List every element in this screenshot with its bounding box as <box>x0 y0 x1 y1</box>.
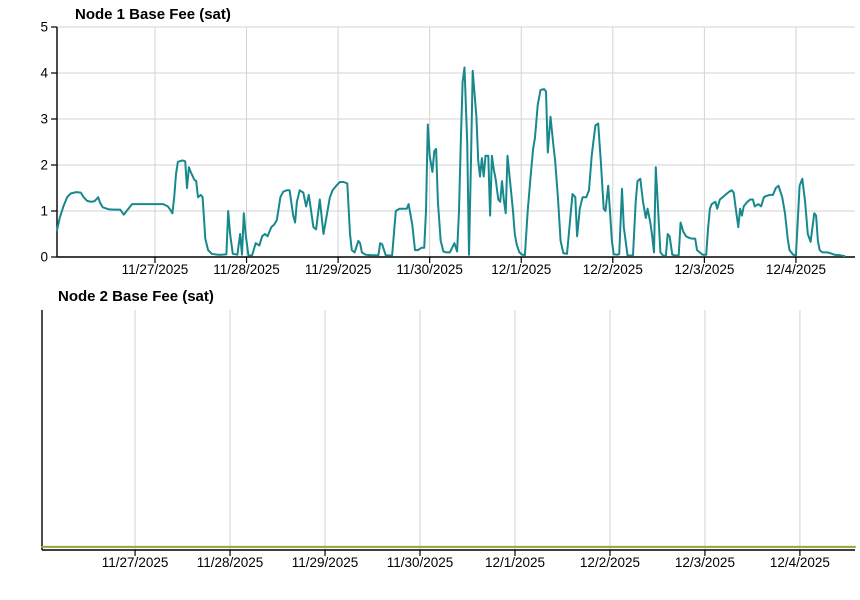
node2-chart: Node 2 Base Fee (sat) 11/27/2025 11/28/20… <box>0 285 860 600</box>
node1-chart: Node 1 Base Fee (sat) 0 1 2 3 4 5 11/27/2025 11… <box>0 0 860 285</box>
x-tick-label: 11/27/2025 <box>122 262 189 277</box>
node2-chart-canvas: 11/27/2025 11/28/2025 11/29/2025 11/30/2025… <box>41 310 856 570</box>
x-tick-label: 12/4/2025 <box>770 555 830 570</box>
y-tick-label: 0 <box>40 250 48 265</box>
x-tick-label: 11/30/2025 <box>396 262 463 277</box>
x-tick-label: 12/1/2025 <box>491 262 551 277</box>
y-tick-label: 1 <box>40 204 48 219</box>
node1-chart-canvas: 0 1 2 3 4 5 11/27/2025 11/28/2025 11/29/2025 11/3… <box>40 20 855 277</box>
x-tick-label: 12/1/2025 <box>485 555 545 570</box>
y-tick-label: 2 <box>40 158 48 173</box>
x-tick-label: 11/29/2025 <box>305 262 372 277</box>
x-tick-label: 12/4/2025 <box>766 262 826 277</box>
node1-base-fee-series-line <box>56 66 846 258</box>
node2-chart-title: Node 2 Base Fee (sat) <box>58 288 214 305</box>
x-tick-label: 11/28/2025 <box>197 555 264 570</box>
x-tick-label: 11/27/2025 <box>102 555 169 570</box>
x-tick-label: 11/29/2025 <box>292 555 359 570</box>
x-tick-label: 12/3/2025 <box>674 262 734 277</box>
x-tick-label: 12/2/2025 <box>580 555 640 570</box>
y-tick-label: 4 <box>40 66 48 81</box>
x-tick-label: 12/3/2025 <box>675 555 735 570</box>
x-tick-label: 11/28/2025 <box>213 262 280 277</box>
x-tick-label: 12/2/2025 <box>583 262 643 277</box>
y-tick-label: 5 <box>40 20 48 35</box>
y-tick-label: 3 <box>40 112 48 127</box>
node1-chart-title: Node 1 Base Fee (sat) <box>75 6 231 23</box>
x-tick-label: 11/30/2025 <box>387 555 454 570</box>
